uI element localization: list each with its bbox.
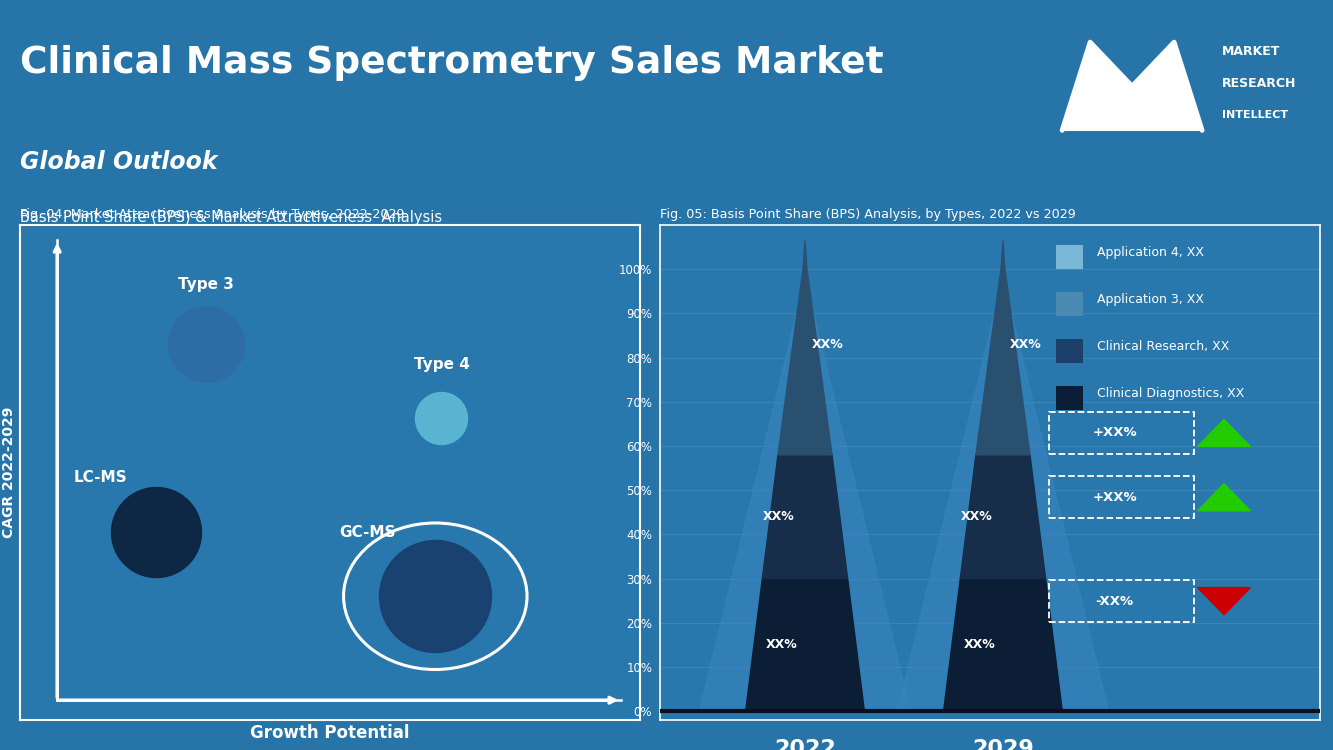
Text: XX%: XX% [762, 510, 794, 524]
Text: Fig. 05: Basis Point Share (BPS) Analysis, by Types, 2022 vs 2029: Fig. 05: Basis Point Share (BPS) Analysi… [660, 208, 1076, 221]
Text: GC-MS: GC-MS [339, 525, 396, 540]
Polygon shape [700, 243, 910, 711]
Point [145, 526, 167, 538]
Text: LC-MS: LC-MS [73, 470, 128, 485]
Text: Type 4: Type 4 [413, 356, 469, 371]
Text: Basis Point Share (BPS) & Market Attractiveness  Analysis: Basis Point Share (BPS) & Market Attract… [20, 210, 443, 225]
Polygon shape [1197, 419, 1250, 446]
Text: XX%: XX% [812, 338, 844, 351]
FancyBboxPatch shape [1056, 339, 1084, 362]
Polygon shape [762, 454, 848, 578]
Point [195, 338, 216, 350]
X-axis label: Growth Potential: Growth Potential [251, 724, 409, 742]
Text: XX%: XX% [1010, 338, 1042, 351]
Text: Type 3: Type 3 [179, 278, 233, 292]
Text: MARKET: MARKET [1222, 45, 1280, 58]
FancyBboxPatch shape [1056, 386, 1084, 410]
Text: INTELLECT: INTELLECT [1222, 110, 1288, 119]
Polygon shape [960, 454, 1045, 578]
Text: Application 3, XX: Application 3, XX [1097, 292, 1204, 306]
Text: -XX%: -XX% [1096, 595, 1133, 608]
Text: RESEARCH: RESEARCH [1222, 76, 1296, 89]
Point [431, 412, 452, 424]
Polygon shape [897, 243, 1109, 711]
Polygon shape [1197, 484, 1250, 511]
Point [425, 590, 447, 602]
Text: Fig. 04: Market Attractiveness Analysis by Types, 2022-2029: Fig. 04: Market Attractiveness Analysis … [20, 208, 404, 221]
Text: +XX%: +XX% [1092, 490, 1137, 504]
Text: +XX%: +XX% [1092, 427, 1137, 439]
Polygon shape [1197, 587, 1250, 615]
Text: XX%: XX% [964, 638, 996, 651]
Text: XX%: XX% [961, 510, 993, 524]
Polygon shape [976, 241, 1030, 454]
Text: XX%: XX% [766, 638, 797, 651]
Text: Clinical Diagnostics, XX: Clinical Diagnostics, XX [1097, 387, 1244, 400]
Text: Global Outlook: Global Outlook [20, 150, 217, 174]
Polygon shape [1062, 42, 1202, 130]
FancyBboxPatch shape [1056, 244, 1084, 268]
Polygon shape [778, 241, 832, 454]
FancyBboxPatch shape [1056, 292, 1084, 316]
Y-axis label: CAGR 2022-2029: CAGR 2022-2029 [1, 406, 16, 538]
Text: Application 4, XX: Application 4, XX [1097, 246, 1204, 259]
Polygon shape [745, 578, 864, 711]
Text: Clinical Research, XX: Clinical Research, XX [1097, 340, 1229, 352]
Text: Clinical Mass Spectrometry Sales Market: Clinical Mass Spectrometry Sales Market [20, 45, 884, 81]
Polygon shape [944, 578, 1062, 711]
